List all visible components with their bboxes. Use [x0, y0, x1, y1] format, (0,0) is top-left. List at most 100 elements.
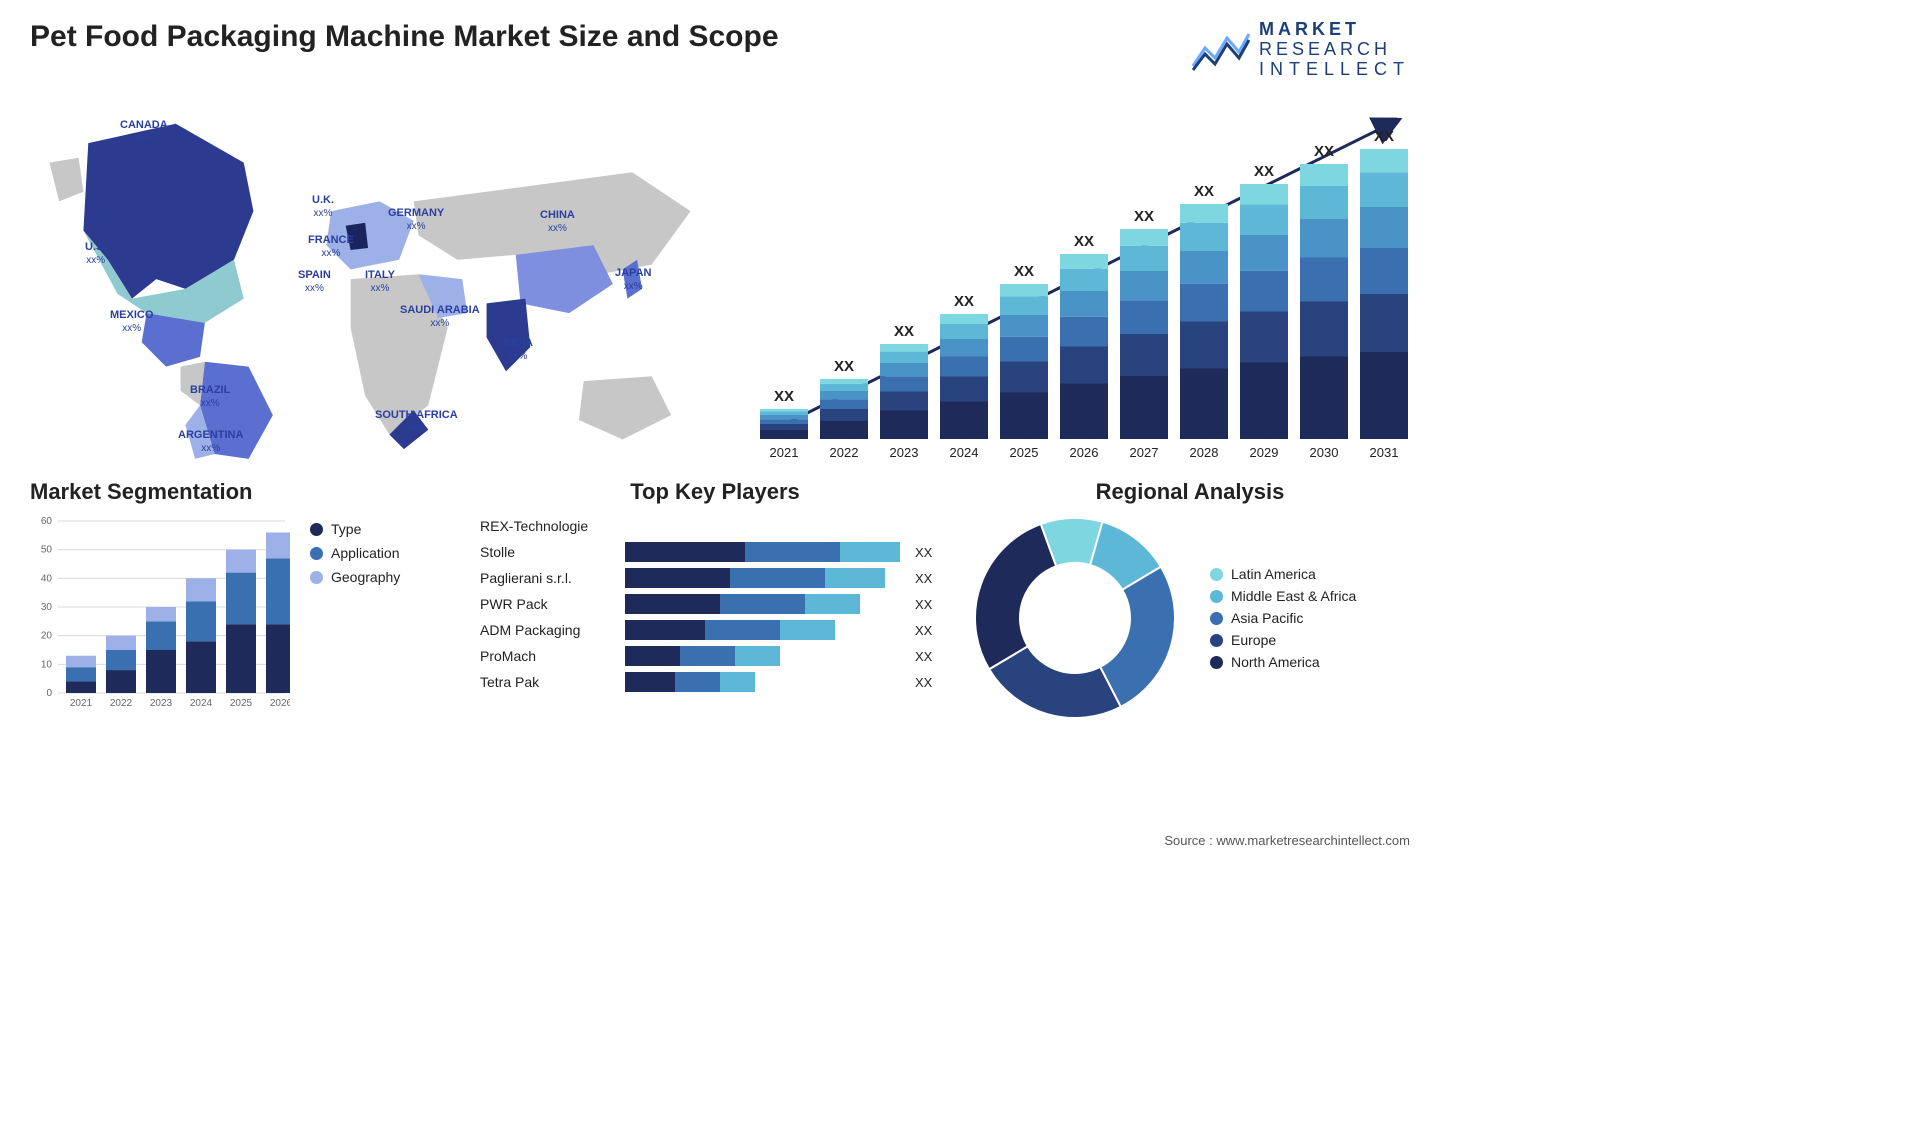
key-player-name: Stolle — [480, 544, 625, 560]
svg-text:2027: 2027 — [1130, 445, 1159, 460]
key-player-value: XX — [915, 571, 932, 586]
svg-text:60: 60 — [41, 516, 53, 527]
key-player-value: XX — [915, 597, 932, 612]
key-player-row: REX-Technologie — [480, 513, 950, 539]
legend-item: Latin America — [1210, 566, 1356, 582]
key-player-row: PWR Pack XX — [480, 591, 950, 617]
map-label: CHINAxx% — [540, 209, 575, 234]
key-player-row: ProMach XX — [480, 643, 950, 669]
svg-text:2021: 2021 — [770, 445, 799, 460]
regional-legend: Latin America Middle East & Africa Asia Pa… — [1210, 560, 1356, 676]
header: Pet Food Packaging Machine Market Size a… — [30, 20, 1410, 79]
svg-text:XX: XX — [954, 293, 974, 310]
page-title: Pet Food Packaging Machine Market Size a… — [30, 20, 779, 54]
map-label: JAPANxx% — [615, 267, 651, 292]
key-player-row: Paglierani s.r.l. XX — [480, 565, 950, 591]
segmentation-chart-svg: 0 10 20 30 40 50 60 2021 2022 2023 2024 2025 2026 — [30, 513, 290, 713]
svg-text:2021: 2021 — [70, 698, 93, 709]
svg-text:20: 20 — [41, 631, 53, 642]
svg-text:2022: 2022 — [110, 698, 133, 709]
svg-text:XX: XX — [1014, 263, 1034, 280]
map-label: SOUTH AFRICAxx% — [375, 409, 458, 434]
map-label: BRAZILxx% — [190, 384, 230, 409]
key-player-bar — [625, 672, 905, 692]
svg-text:XX: XX — [834, 358, 854, 375]
key-player-name: PWR Pack — [480, 596, 625, 612]
world-map-panel: CANADAxx% U.S.xx% MEXICOxx% BRAZILxx% ARGENT… — [30, 99, 710, 469]
svg-text:XX: XX — [1134, 208, 1154, 225]
svg-text:2023: 2023 — [150, 698, 173, 709]
svg-text:50: 50 — [41, 545, 53, 556]
svg-text:2028: 2028 — [1190, 445, 1219, 460]
growth-chart: XX 2021 XX 2022 XX 2023 XX 2024 XX 2025 XX 2026 XX 20… — [750, 99, 1410, 469]
legend-item: North America — [1210, 654, 1356, 670]
map-label: U.K.xx% — [312, 194, 334, 219]
svg-text:2025: 2025 — [230, 698, 253, 709]
key-player-value: XX — [915, 545, 932, 560]
svg-text:2031: 2031 — [1370, 445, 1399, 460]
svg-text:XX: XX — [1374, 128, 1394, 145]
svg-text:XX: XX — [894, 323, 914, 340]
key-player-bar — [625, 646, 905, 666]
key-players-rows: REX-TechnologieStolleXXPaglierani s.r.l.… — [480, 513, 950, 695]
svg-text:XX: XX — [774, 388, 794, 405]
key-player-bar — [625, 568, 905, 588]
map-label: MEXICOxx% — [110, 309, 153, 334]
svg-text:2024: 2024 — [190, 698, 213, 709]
svg-text:30: 30 — [41, 602, 53, 613]
map-label: U.S.xx% — [85, 241, 106, 266]
key-player-bar — [625, 594, 905, 614]
map-label: ARGENTINAxx% — [178, 429, 243, 454]
svg-text:XX: XX — [1074, 233, 1094, 250]
key-player-name: Tetra Pak — [480, 674, 625, 690]
map-label: FRANCExx% — [308, 234, 354, 259]
key-player-row: ADM Packaging XX — [480, 617, 950, 643]
legend-item: Geography — [310, 569, 400, 585]
source-text: Source : www.marketresearchintellect.com — [1164, 833, 1410, 848]
svg-text:10: 10 — [41, 660, 53, 671]
legend-item: Europe — [1210, 632, 1356, 648]
key-player-name: Paglierani s.r.l. — [480, 570, 625, 586]
regional-donut — [970, 513, 1180, 723]
key-player-bar — [625, 620, 905, 640]
legend-item: Application — [310, 545, 400, 561]
logo-icon — [1191, 28, 1251, 72]
key-player-value: XX — [915, 675, 932, 690]
svg-text:2029: 2029 — [1250, 445, 1279, 460]
regional-panel: Regional Analysis Latin AmericaMiddle Ea… — [970, 479, 1410, 723]
map-label: SPAINxx% — [298, 269, 331, 294]
segmentation-panel: Market Segmentation 01020304050602021202… — [30, 479, 460, 723]
key-player-name: ProMach — [480, 648, 625, 664]
key-player-bar — [625, 516, 905, 536]
map-label: INDIAxx% — [503, 337, 533, 362]
map-label: CANADAxx% — [120, 119, 168, 144]
logo-text: MARKET RESEARCH INTELLECT — [1259, 20, 1410, 79]
segmentation-chart: 0 10 20 30 40 50 60 2021 2022 2023 2024 2025 2026 — [30, 513, 290, 713]
svg-text:40: 40 — [41, 574, 53, 585]
map-label: ITALYxx% — [365, 269, 395, 294]
legend-item: Asia Pacific — [1210, 610, 1356, 626]
logo: MARKET RESEARCH INTELLECT — [1191, 20, 1410, 79]
key-player-value: XX — [915, 649, 932, 664]
key-player-name: ADM Packaging — [480, 622, 625, 638]
svg-text:2024: 2024 — [950, 445, 979, 460]
svg-text:2026: 2026 — [270, 698, 290, 709]
svg-text:2022: 2022 — [830, 445, 859, 460]
key-player-name: REX-Technologie — [480, 518, 625, 534]
svg-text:XX: XX — [1194, 183, 1214, 200]
legend-item: Type — [310, 521, 400, 537]
svg-text:XX: XX — [1314, 143, 1334, 160]
map-label: SAUDI ARABIAxx% — [400, 304, 480, 329]
growth-chart-svg: XX 2021 XX 2022 XX 2023 XX 2024 XX 2025 XX 2026 XX 20… — [750, 99, 1410, 469]
legend-item: Middle East & Africa — [1210, 588, 1356, 604]
svg-text:0: 0 — [46, 688, 52, 699]
key-player-value: XX — [915, 623, 932, 638]
key-player-row: Tetra Pak XX — [480, 669, 950, 695]
map-label: GERMANYxx% — [388, 207, 444, 232]
key-player-bar — [625, 542, 905, 562]
svg-text:2030: 2030 — [1310, 445, 1339, 460]
svg-text:2023: 2023 — [890, 445, 919, 460]
key-players-title: Top Key Players — [480, 479, 950, 505]
svg-text:2026: 2026 — [1070, 445, 1099, 460]
svg-text:2025: 2025 — [1010, 445, 1039, 460]
